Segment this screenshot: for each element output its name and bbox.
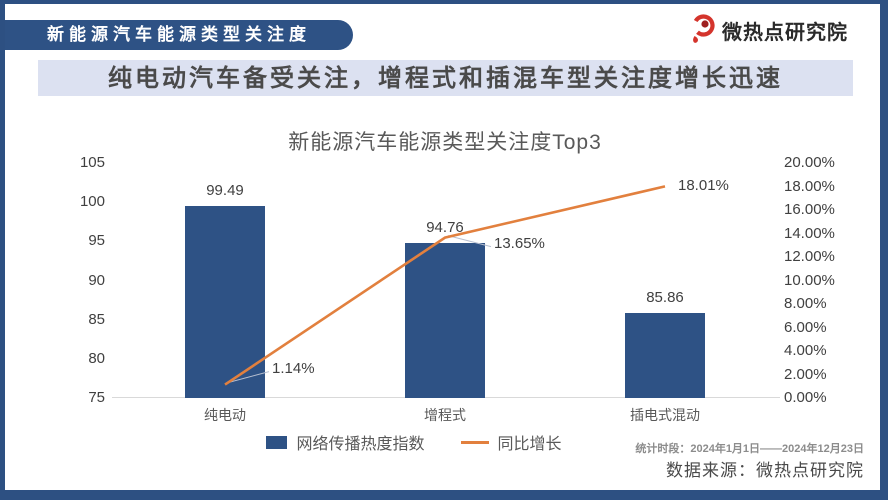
- left-axis-tick: 95: [88, 232, 105, 250]
- legend-label-yoy-growth: 同比增长: [497, 436, 562, 453]
- headline-banner: 纯电动汽车备受关注，增程式和插混车型关注度增长迅速: [38, 60, 853, 96]
- left-axis-tick: 85: [88, 310, 105, 328]
- legend-item-heat-index: 网络传播热度指数: [266, 430, 425, 454]
- left-axis-tick: 105: [79, 154, 105, 171]
- right-axis-tick: 18.00%: [784, 177, 835, 195]
- data-source: 数据来源：微热点研究院: [666, 461, 864, 480]
- section-title: 新能源汽车能源类型关注度: [47, 25, 311, 44]
- right-axis-tick: 16.00%: [784, 201, 835, 218]
- bar-value-label: 85.86: [646, 288, 684, 306]
- bar: [405, 243, 485, 398]
- right-axis-tick: 12.00%: [784, 248, 835, 265]
- right-axis-tick: 4.00%: [784, 342, 827, 359]
- right-axis-tick: 6.00%: [784, 318, 827, 336]
- right-axis-tick: 10.00%: [784, 271, 835, 289]
- bar-value-label: 94.76: [426, 219, 464, 237]
- left-axis-tick: 90: [88, 271, 105, 289]
- right-axis-tick: 8.00%: [784, 295, 827, 312]
- section-title-ribbon: 新能源汽车能源类型关注度: [5, 20, 353, 50]
- brand-logo: 微热点研究院: [686, 11, 848, 50]
- headline-text: 纯电动汽车备受关注，增程式和插混车型关注度增长迅速: [108, 65, 783, 92]
- x-axis-label: 纯电动: [204, 407, 246, 423]
- chart-legend: 网络传播热度指数 同比增长: [0, 430, 828, 454]
- bar-value-label: 99.49: [206, 182, 244, 200]
- left-axis-tick: 100: [79, 193, 105, 211]
- bar: [625, 312, 705, 398]
- legend-item-yoy-growth: 同比增长: [460, 430, 562, 454]
- frame-top-border: [0, 0, 888, 4]
- bar-series-swatch: [266, 435, 288, 449]
- stat-period: 统计时段：2024年1月1日——2024年12月23日: [635, 443, 864, 455]
- line-point-label: 18.01%: [678, 177, 729, 195]
- legend-label-heat-index: 网络传播热度指数: [296, 436, 425, 453]
- right-axis-tick: 0.00%: [784, 389, 827, 406]
- line-point-label: 13.65%: [494, 234, 545, 252]
- line-point-label: 1.14%: [272, 359, 315, 377]
- frame-bottom-border: [0, 490, 888, 500]
- right-axis-tick: 2.00%: [784, 365, 827, 383]
- right-axis-tick: 20.00%: [784, 154, 835, 171]
- right-axis-tick: 14.00%: [784, 224, 835, 242]
- left-axis-tick: 75: [88, 389, 105, 406]
- line-series-swatch: [460, 440, 489, 444]
- weibo-eye-icon: [686, 11, 718, 50]
- x-axis-label: 增程式: [424, 407, 466, 423]
- left-axis-tick: 80: [88, 349, 105, 367]
- x-axis-label: 插电式混动: [630, 407, 700, 423]
- frame-right-border: [880, 0, 888, 500]
- bar: [185, 206, 265, 398]
- frame-left-border: [0, 0, 5, 500]
- brand-logo-text: 微热点研究院: [722, 22, 848, 44]
- chart-title: 新能源汽车能源类型关注度Top3: [288, 131, 602, 154]
